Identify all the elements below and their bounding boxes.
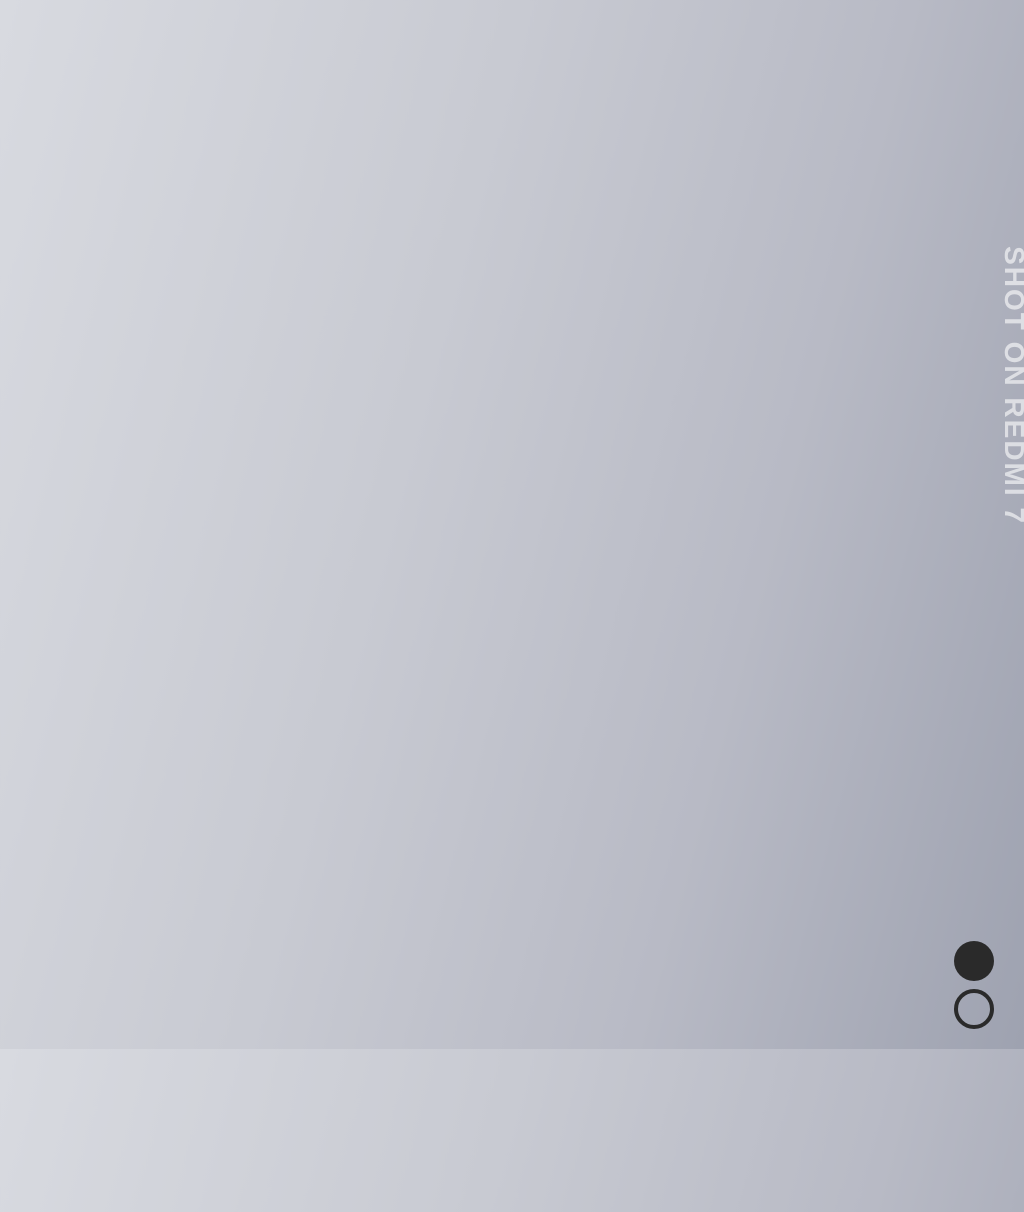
- circle-outline-icon: [954, 989, 994, 1029]
- watermark-text: SHOT ON REDMI 7: [998, 246, 1024, 525]
- circle-icon: [954, 941, 994, 981]
- camera-ui-icons: [954, 941, 994, 1029]
